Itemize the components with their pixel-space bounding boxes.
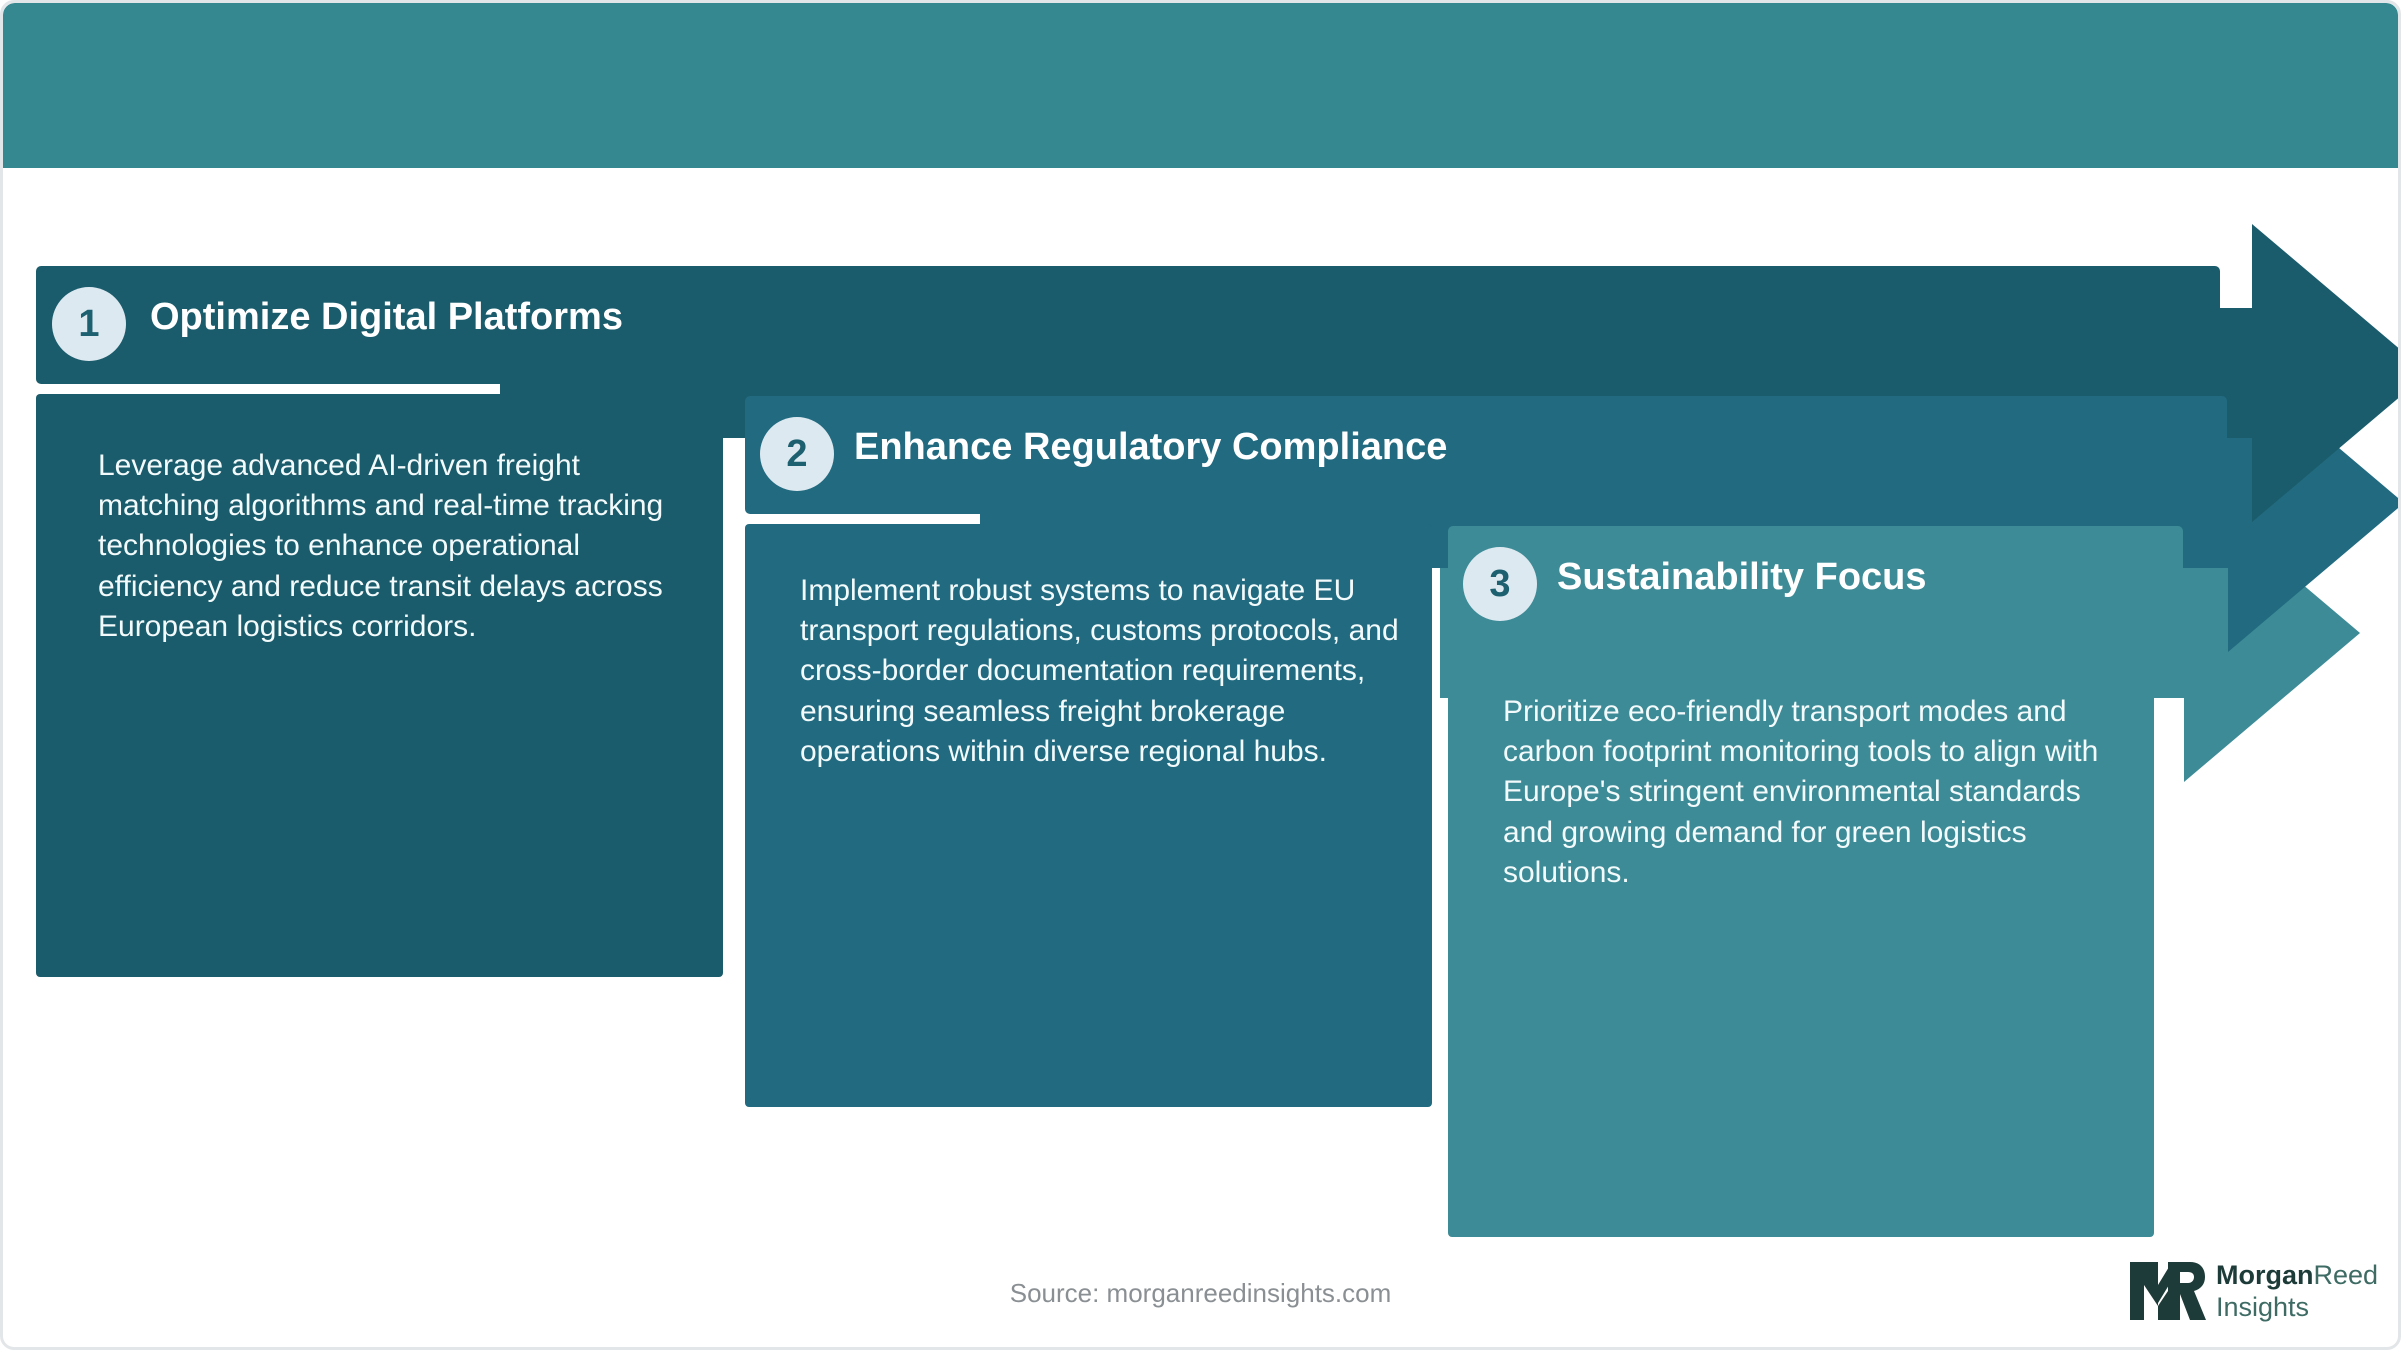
mr-monogram-icon xyxy=(2130,1262,2206,1320)
step-badge-label-1: 1 xyxy=(78,302,100,345)
step-badge-3: 3 xyxy=(1463,547,1537,621)
brand-logo: MorganReed Insights xyxy=(2128,1258,2378,1324)
step-badge-1: 1 xyxy=(52,287,126,361)
step-card-1 xyxy=(36,394,723,977)
logo-wordmark: MorganReed Insights xyxy=(2216,1259,2379,1322)
step-badge-label-3: 3 xyxy=(1489,562,1511,605)
logo-name-light: Reed xyxy=(2313,1259,2379,1290)
step-card-3 xyxy=(1448,654,2154,1237)
step-title-1: Optimize Digital Platforms xyxy=(150,296,623,338)
step-body-3: Prioritize eco-friendly transport modes … xyxy=(1503,695,2099,889)
step-card-2 xyxy=(745,524,1432,1107)
step-title-3: Sustainability Focus xyxy=(1557,556,1927,598)
logo-name-line: MorganReed xyxy=(2216,1259,2379,1290)
logo-name-bold: Morgan xyxy=(2216,1259,2314,1290)
header-bar xyxy=(3,3,2398,168)
step-band-1[interactable] xyxy=(36,266,2220,384)
step-body-2: Implement robust systems to navigate EU … xyxy=(800,574,1399,768)
step-badge-label-2: 2 xyxy=(786,432,808,475)
step-title-2: Enhance Regulatory Compliance xyxy=(854,426,1448,468)
step-badge-2: 2 xyxy=(760,417,834,491)
step-body-1: Leverage advanced AI-driven freight matc… xyxy=(98,449,664,643)
source-label: Source: morganreedinsights.com xyxy=(1009,1278,1392,1308)
step-band-3[interactable] xyxy=(1448,526,2183,644)
logo-subtitle: Insights xyxy=(2216,1291,2310,1322)
step-band-2[interactable] xyxy=(745,396,2227,514)
